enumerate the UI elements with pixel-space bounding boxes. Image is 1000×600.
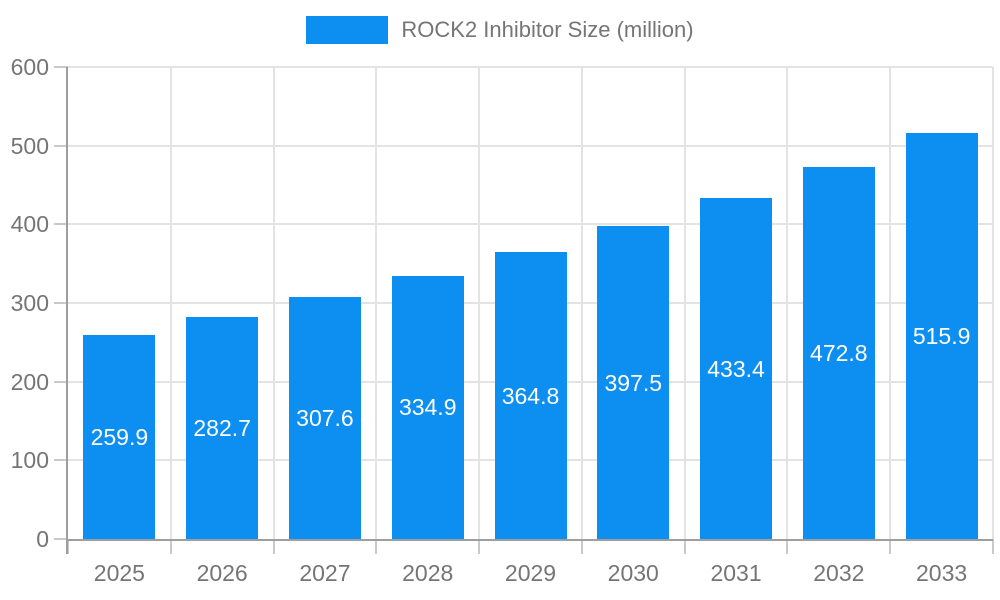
x-tick (683, 539, 686, 554)
bar[interactable] (597, 226, 670, 539)
bar[interactable] (83, 334, 156, 539)
x-tick (375, 539, 378, 554)
y-axis-tick-label: 600 (10, 54, 49, 80)
bar-value-label: 334.9 (398, 394, 457, 421)
y-axis-tick-label: 200 (10, 368, 49, 395)
bar[interactable] (905, 133, 978, 539)
v-gridline (889, 67, 892, 539)
bar[interactable] (494, 252, 567, 539)
y-axis-tick-label: 500 (10, 132, 49, 159)
legend: ROCK2 Inhibitor Size (million) (0, 16, 1000, 44)
x-axis-tick-label: 2025 (93, 560, 145, 586)
y-tick (54, 302, 68, 304)
y-axis-line (66, 67, 68, 554)
y-tick (54, 66, 68, 68)
bar-value-label: 472.8 (810, 340, 868, 367)
bar-value-label: 515.9 (912, 323, 971, 350)
x-axis-tick-label: 2026 (196, 560, 248, 586)
bar[interactable] (186, 316, 259, 539)
y-tick (54, 459, 68, 462)
v-gridline (169, 67, 172, 539)
v-gridline (683, 67, 686, 539)
x-tick (272, 539, 275, 554)
v-gridline (375, 67, 378, 539)
h-gridline (68, 144, 993, 147)
bar-value-label: 364.8 (501, 382, 560, 409)
x-axis-line (66, 539, 993, 541)
x-tick (786, 539, 789, 554)
x-axis-tick-label: 2030 (607, 560, 659, 586)
y-tick (54, 380, 68, 383)
y-tick (54, 144, 68, 147)
h-gridline (68, 66, 993, 68)
x-axis-tick-label: 2027 (299, 560, 351, 586)
h-gridline (68, 223, 993, 226)
bar-value-label: 433.4 (707, 355, 765, 382)
x-tick (478, 539, 481, 554)
bar-value-label: 282.7 (193, 414, 251, 441)
bar[interactable] (700, 198, 773, 539)
bar[interactable] (391, 275, 464, 539)
y-tick (54, 223, 68, 226)
x-tick (992, 539, 994, 554)
x-axis-tick-label: 2032 (813, 560, 865, 586)
y-tick (54, 538, 68, 540)
v-gridline (580, 67, 583, 539)
v-gridline (992, 67, 994, 539)
x-tick (580, 539, 583, 554)
bar[interactable] (288, 297, 361, 539)
legend-label: ROCK2 Inhibitor Size (million) (401, 17, 694, 42)
x-axis-tick-label: 2033 (916, 560, 968, 586)
y-axis-tick-label: 400 (10, 211, 49, 238)
x-tick (889, 539, 892, 554)
x-axis-tick-label: 2029 (504, 560, 557, 586)
y-axis-tick-label: 300 (10, 290, 49, 316)
x-axis-tick-label: 2031 (710, 560, 762, 586)
y-axis-tick-label: 100 (10, 447, 49, 474)
v-gridline (272, 67, 275, 539)
bar-value-label: 397.5 (604, 369, 663, 396)
v-gridline (478, 67, 481, 539)
v-gridline (786, 67, 789, 539)
x-tick (67, 539, 69, 554)
bar[interactable] (802, 167, 875, 539)
y-axis-tick-label: 0 (36, 526, 49, 552)
bar-value-label: 259.9 (90, 423, 149, 450)
legend-swatch (306, 16, 389, 44)
x-axis-tick-label: 2028 (402, 560, 454, 586)
bar-value-label: 307.6 (296, 405, 354, 431)
x-tick (169, 539, 172, 554)
